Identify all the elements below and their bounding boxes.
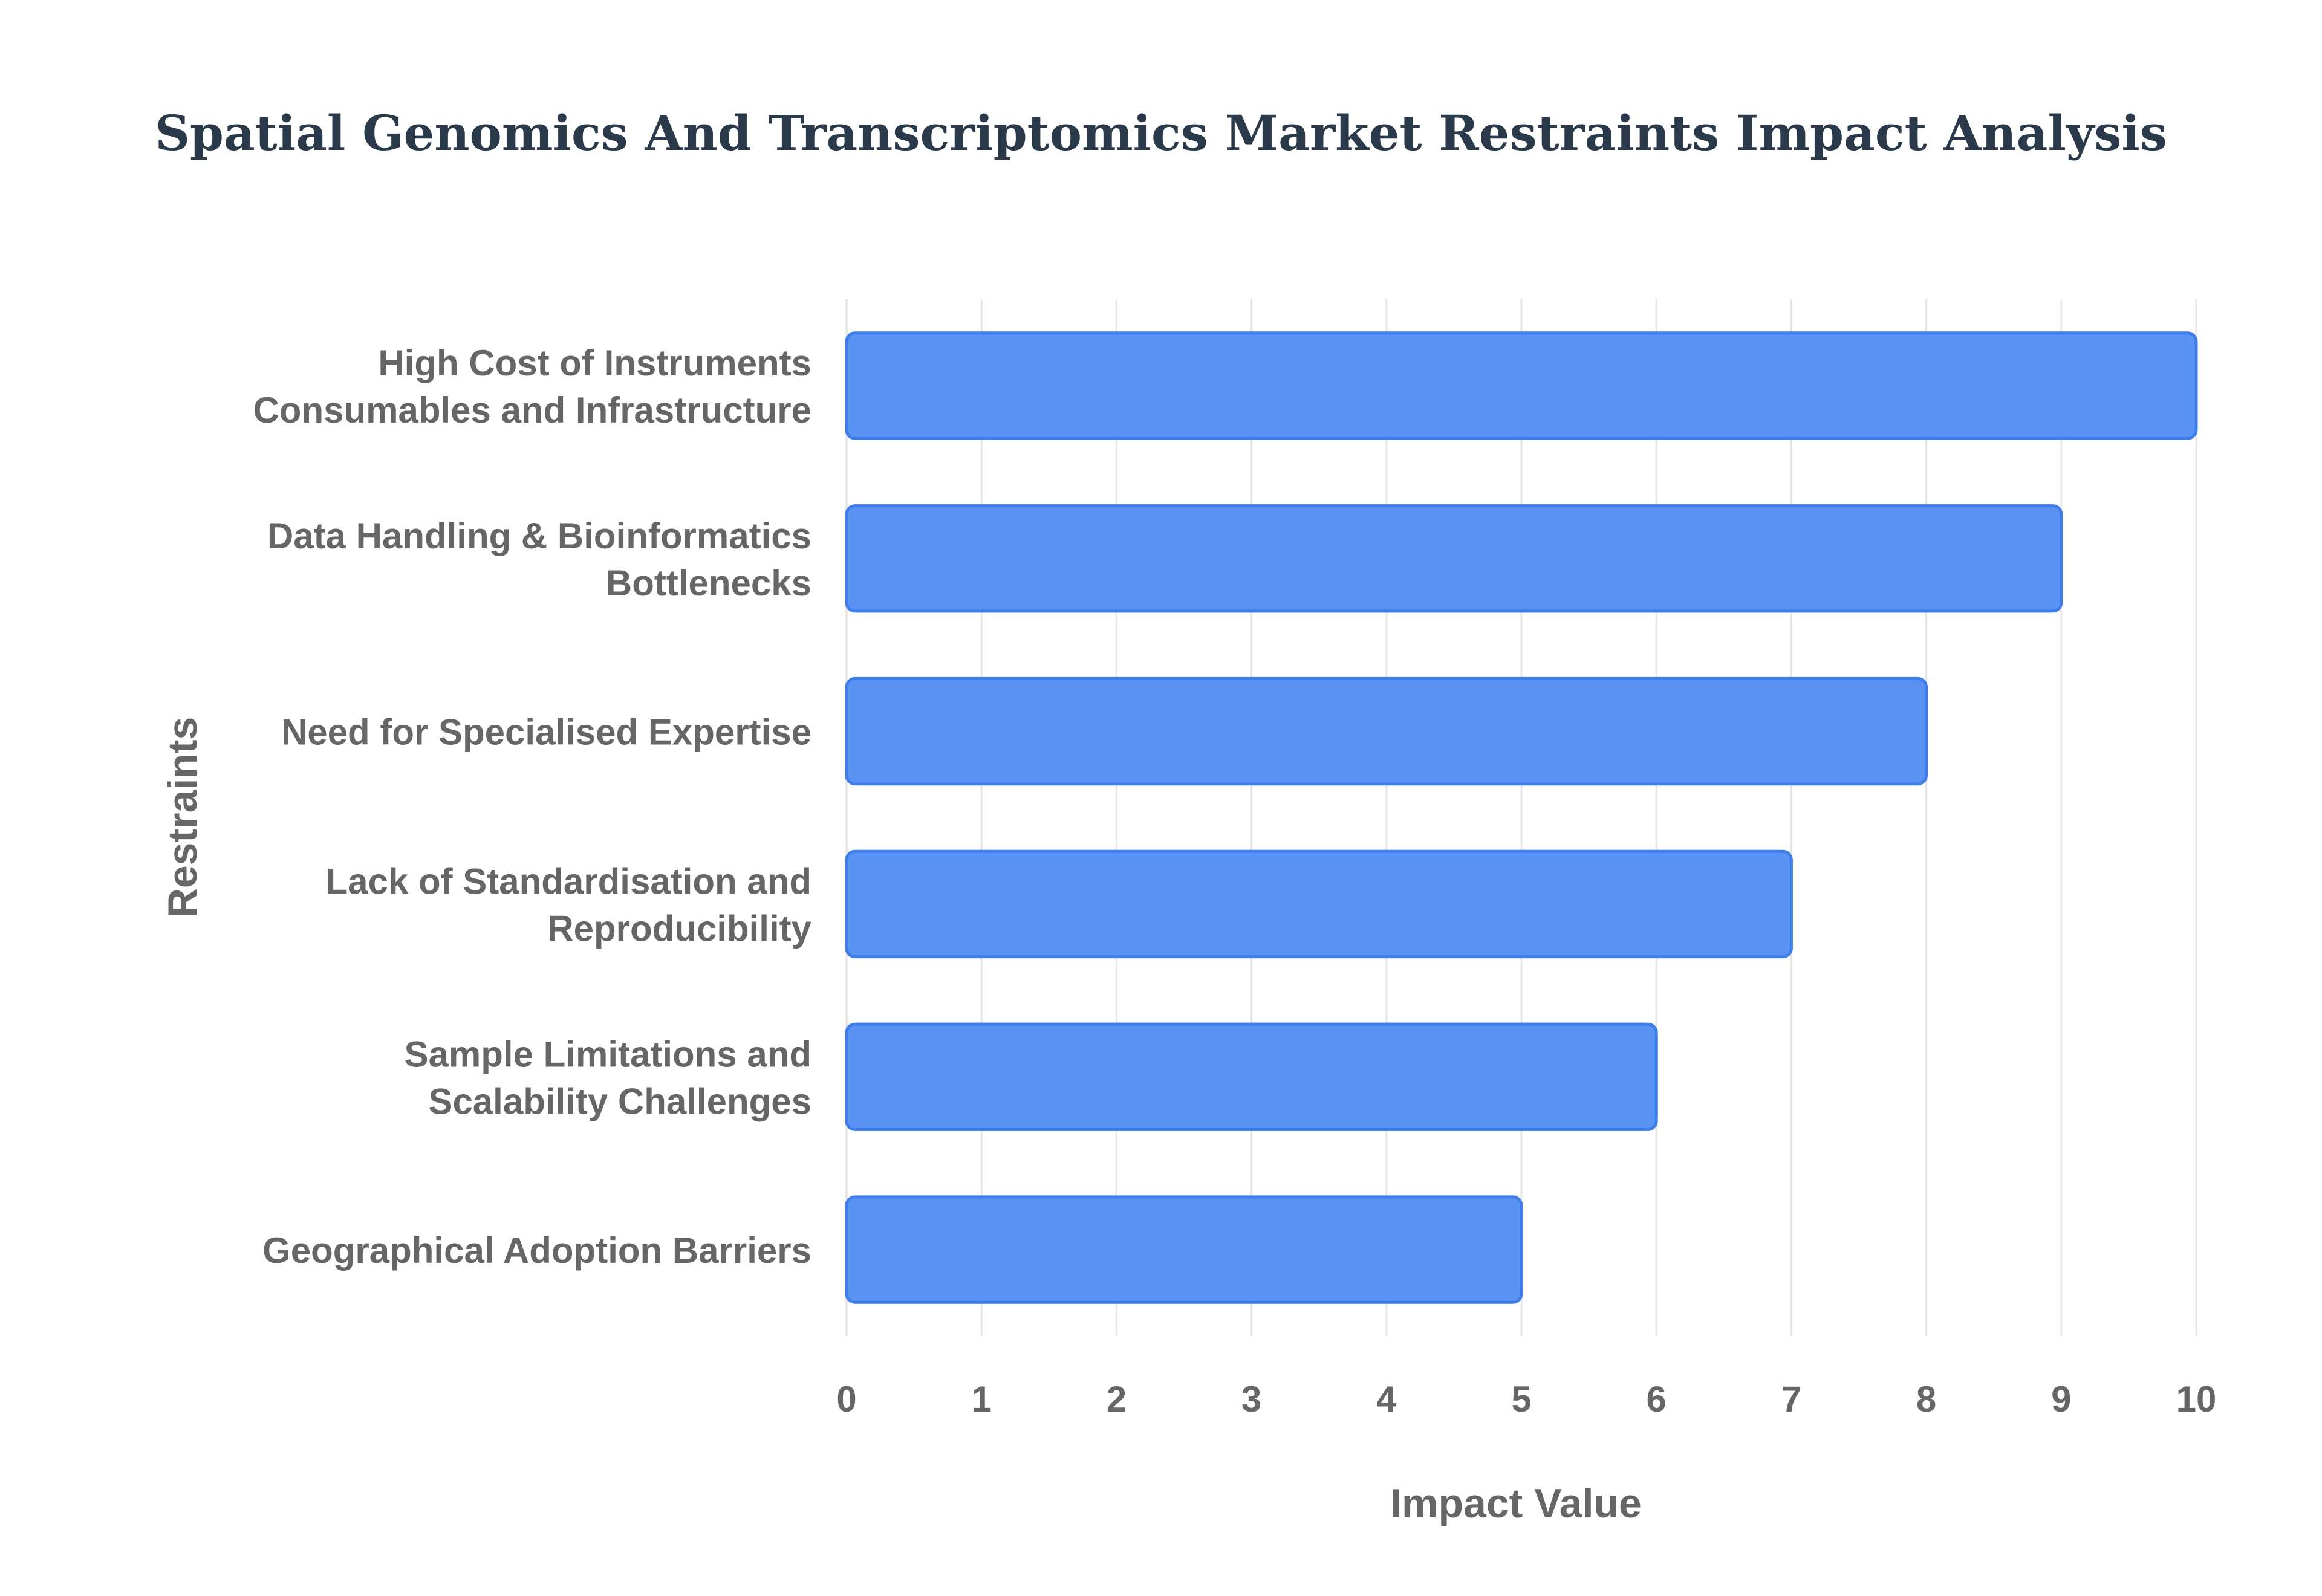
bar: [845, 676, 1928, 786]
category-label: Reproducibility: [547, 908, 811, 949]
x-tick-label: 3: [1241, 1379, 1261, 1419]
category-label: Lack of Standardisation and: [326, 861, 811, 901]
x-tick-label: 2: [1107, 1379, 1127, 1419]
bar: [845, 1195, 1523, 1304]
category-label: Data Handling & Bioinformatics: [267, 516, 811, 556]
x-axis-title: Impact Value: [1390, 1481, 1642, 1526]
bar: [845, 849, 1793, 959]
x-tick-labels: 0 1 2 3 4 5 6 7 8 9 10: [836, 1379, 2216, 1419]
x-tick-label: 10: [2176, 1379, 2217, 1419]
category-label: Sample Limitations and: [405, 1034, 811, 1074]
x-tick-label: 5: [1511, 1379, 1531, 1419]
bar: [845, 331, 2198, 440]
category-label: Bottlenecks: [606, 563, 811, 603]
category-label: Consumables and Infrastructure: [253, 390, 811, 430]
chart-title: Spatial Genomics And Transcriptomics Mar…: [155, 105, 2167, 161]
y-axis-title: Restraints: [160, 717, 206, 918]
bar: [845, 1022, 1658, 1131]
grid-lines: [845, 299, 2197, 1336]
x-tick-label: 6: [1647, 1379, 1667, 1419]
category-label: Need for Specialised Expertise: [281, 712, 811, 753]
x-tick-label: 7: [1781, 1379, 1801, 1419]
x-tick-label: 1: [972, 1379, 992, 1419]
category-label: Geographical Adoption Barriers: [262, 1230, 811, 1271]
x-tick-label: 8: [1916, 1379, 1936, 1419]
category-labels: High Cost of Instruments Consumables and …: [253, 343, 811, 1271]
bars: [845, 331, 2198, 1304]
category-label: High Cost of Instruments: [378, 343, 811, 383]
x-tick-label: 9: [2051, 1379, 2071, 1419]
bar: [845, 504, 2063, 613]
x-tick-label: 0: [836, 1379, 856, 1419]
category-label: Scalability Challenges: [428, 1081, 811, 1121]
x-tick-label: 4: [1376, 1379, 1397, 1419]
